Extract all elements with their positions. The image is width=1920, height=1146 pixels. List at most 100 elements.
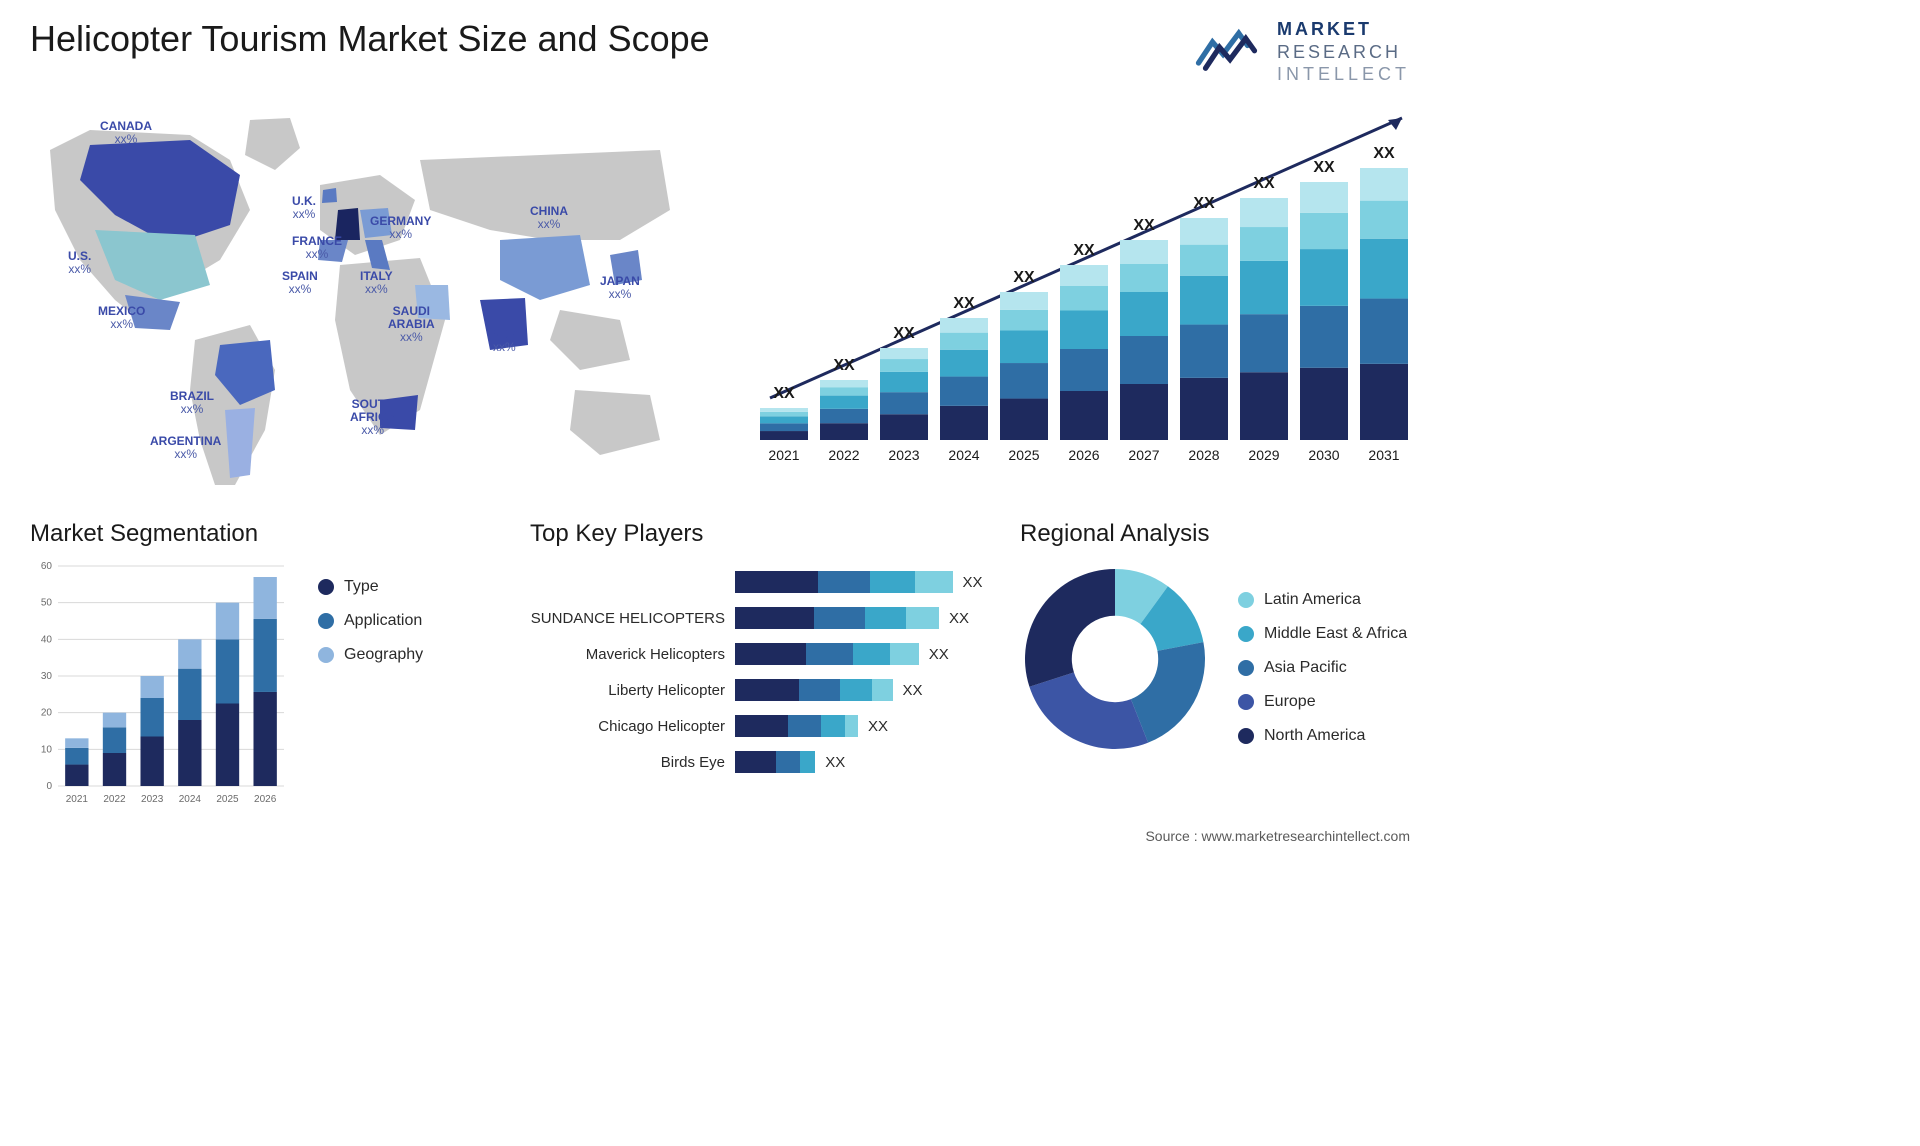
player-bar-segment xyxy=(906,607,939,629)
player-bar-segment xyxy=(840,679,872,701)
legend-item: Asia Pacific xyxy=(1238,659,1407,677)
player-label: Birds Eye xyxy=(530,754,735,771)
svg-text:XX: XX xyxy=(953,295,975,312)
brand-text: MARKET RESEARCH INTELLECT xyxy=(1277,18,1410,86)
regional-legend: Latin AmericaMiddle East & AfricaAsia Pa… xyxy=(1238,573,1407,745)
player-bar-segment xyxy=(845,715,859,737)
player-bar-segment xyxy=(776,751,800,773)
map-label: JAPANxx% xyxy=(600,275,640,301)
svg-text:40: 40 xyxy=(41,634,53,645)
svg-text:2029: 2029 xyxy=(1248,447,1279,463)
player-label: SUNDANCE HELICOPTERS xyxy=(530,610,735,627)
regional-title: Regional Analysis xyxy=(1020,520,1420,548)
svg-text:XX: XX xyxy=(1373,145,1395,162)
player-bar-segment xyxy=(915,571,953,593)
player-bar-segment xyxy=(806,643,853,665)
player-bar xyxy=(735,643,919,665)
map-label: CHINAxx% xyxy=(530,205,568,231)
player-label: Chicago Helicopter xyxy=(530,718,735,735)
svg-text:XX: XX xyxy=(1133,217,1155,234)
map-label: SOUTHAFRICAxx% xyxy=(350,398,395,438)
svg-text:2022: 2022 xyxy=(103,794,126,805)
player-label: Liberty Helicopter xyxy=(530,682,735,699)
player-value: XX xyxy=(903,682,923,699)
player-bar-segment xyxy=(800,751,815,773)
segmentation-panel: Market Segmentation 01020304050602021202… xyxy=(30,520,470,810)
player-bar-segment xyxy=(735,715,788,737)
map-region-china xyxy=(500,235,590,300)
player-bar-segment xyxy=(735,607,814,629)
svg-text:2025: 2025 xyxy=(216,794,239,805)
svg-text:30: 30 xyxy=(41,671,53,682)
trend-chart-panel: 2021XX2022XX2023XX2024XX2025XX2026XX2027… xyxy=(740,100,1410,480)
legend-label: Europe xyxy=(1264,693,1316,711)
legend-item: Latin America xyxy=(1238,591,1407,609)
svg-text:2026: 2026 xyxy=(1068,447,1099,463)
player-bar-segment xyxy=(799,679,840,701)
legend-swatch xyxy=(318,613,334,629)
player-bar xyxy=(735,715,858,737)
legend-label: Application xyxy=(344,612,422,630)
brand-block: MARKET RESEARCH INTELLECT xyxy=(1195,18,1410,86)
svg-text:2031: 2031 xyxy=(1368,447,1399,463)
map-label: SPAINxx% xyxy=(282,270,318,296)
map-label: U.S.xx% xyxy=(68,250,91,276)
player-bar xyxy=(735,571,953,593)
svg-text:50: 50 xyxy=(41,598,53,609)
player-label: Maverick Helicopters xyxy=(530,646,735,663)
svg-text:20: 20 xyxy=(41,708,53,719)
legend-label: Geography xyxy=(344,646,423,664)
legend-label: Latin America xyxy=(1264,591,1361,609)
brand-logo-icon xyxy=(1195,24,1265,79)
map-region-argentina xyxy=(225,408,255,478)
map-region-uk xyxy=(322,188,337,203)
svg-text:2021: 2021 xyxy=(768,447,799,463)
svg-text:XX: XX xyxy=(833,357,855,374)
legend-swatch xyxy=(1238,660,1254,676)
player-bar-segment xyxy=(814,607,865,629)
legend-swatch xyxy=(1238,728,1254,744)
map-label: U.K.xx% xyxy=(292,195,316,221)
legend-label: Type xyxy=(344,578,379,596)
world-map-panel: CANADAxx%U.S.xx%MEXICOxx%BRAZILxx%ARGENT… xyxy=(20,90,700,500)
svg-text:10: 10 xyxy=(41,744,53,755)
player-row: SUNDANCE HELICOPTERS XX xyxy=(530,600,1010,636)
svg-text:60: 60 xyxy=(41,561,53,572)
legend-label: North America xyxy=(1264,727,1365,745)
svg-text:2021: 2021 xyxy=(66,794,89,805)
map-label: BRAZILxx% xyxy=(170,390,214,416)
player-bar-segment xyxy=(735,571,818,593)
player-bar-segment xyxy=(735,643,806,665)
svg-text:XX: XX xyxy=(1253,175,1275,192)
segmentation-chart: 0102030405060202120222023202420252026 xyxy=(30,560,290,810)
svg-text:2025: 2025 xyxy=(1008,447,1039,463)
player-value: XX xyxy=(949,610,969,627)
legend-item: Type xyxy=(318,578,423,596)
players-panel: Top Key Players XXSUNDANCE HELICOPTERSXX… xyxy=(530,520,1010,780)
segmentation-title: Market Segmentation xyxy=(30,520,470,548)
regional-donut xyxy=(1020,564,1210,754)
player-row: XX xyxy=(530,564,1010,600)
player-bar-segment xyxy=(735,751,776,773)
player-bar xyxy=(735,679,893,701)
source-text: Source : www.marketresearchintellect.com xyxy=(1145,828,1410,844)
svg-text:XX: XX xyxy=(1013,269,1035,286)
svg-text:2026: 2026 xyxy=(254,794,277,805)
player-bar-segment xyxy=(821,715,845,737)
svg-text:2023: 2023 xyxy=(141,794,164,805)
map-label: GERMANYxx% xyxy=(370,215,431,241)
brand-line1: MARKET xyxy=(1277,18,1410,41)
brand-line3: INTELLECT xyxy=(1277,63,1410,86)
svg-text:2022: 2022 xyxy=(828,447,859,463)
svg-text:XX: XX xyxy=(893,325,915,342)
map-label: INDIAxx% xyxy=(488,328,521,354)
svg-text:2023: 2023 xyxy=(888,447,919,463)
legend-swatch xyxy=(1238,626,1254,642)
player-bar-segment xyxy=(735,679,799,701)
svg-text:2028: 2028 xyxy=(1188,447,1219,463)
player-bar-segment xyxy=(853,643,891,665)
svg-text:2024: 2024 xyxy=(179,794,202,805)
segmentation-legend: Type Application Geography xyxy=(318,560,423,810)
svg-text:XX: XX xyxy=(1193,195,1215,212)
svg-text:2027: 2027 xyxy=(1128,447,1159,463)
